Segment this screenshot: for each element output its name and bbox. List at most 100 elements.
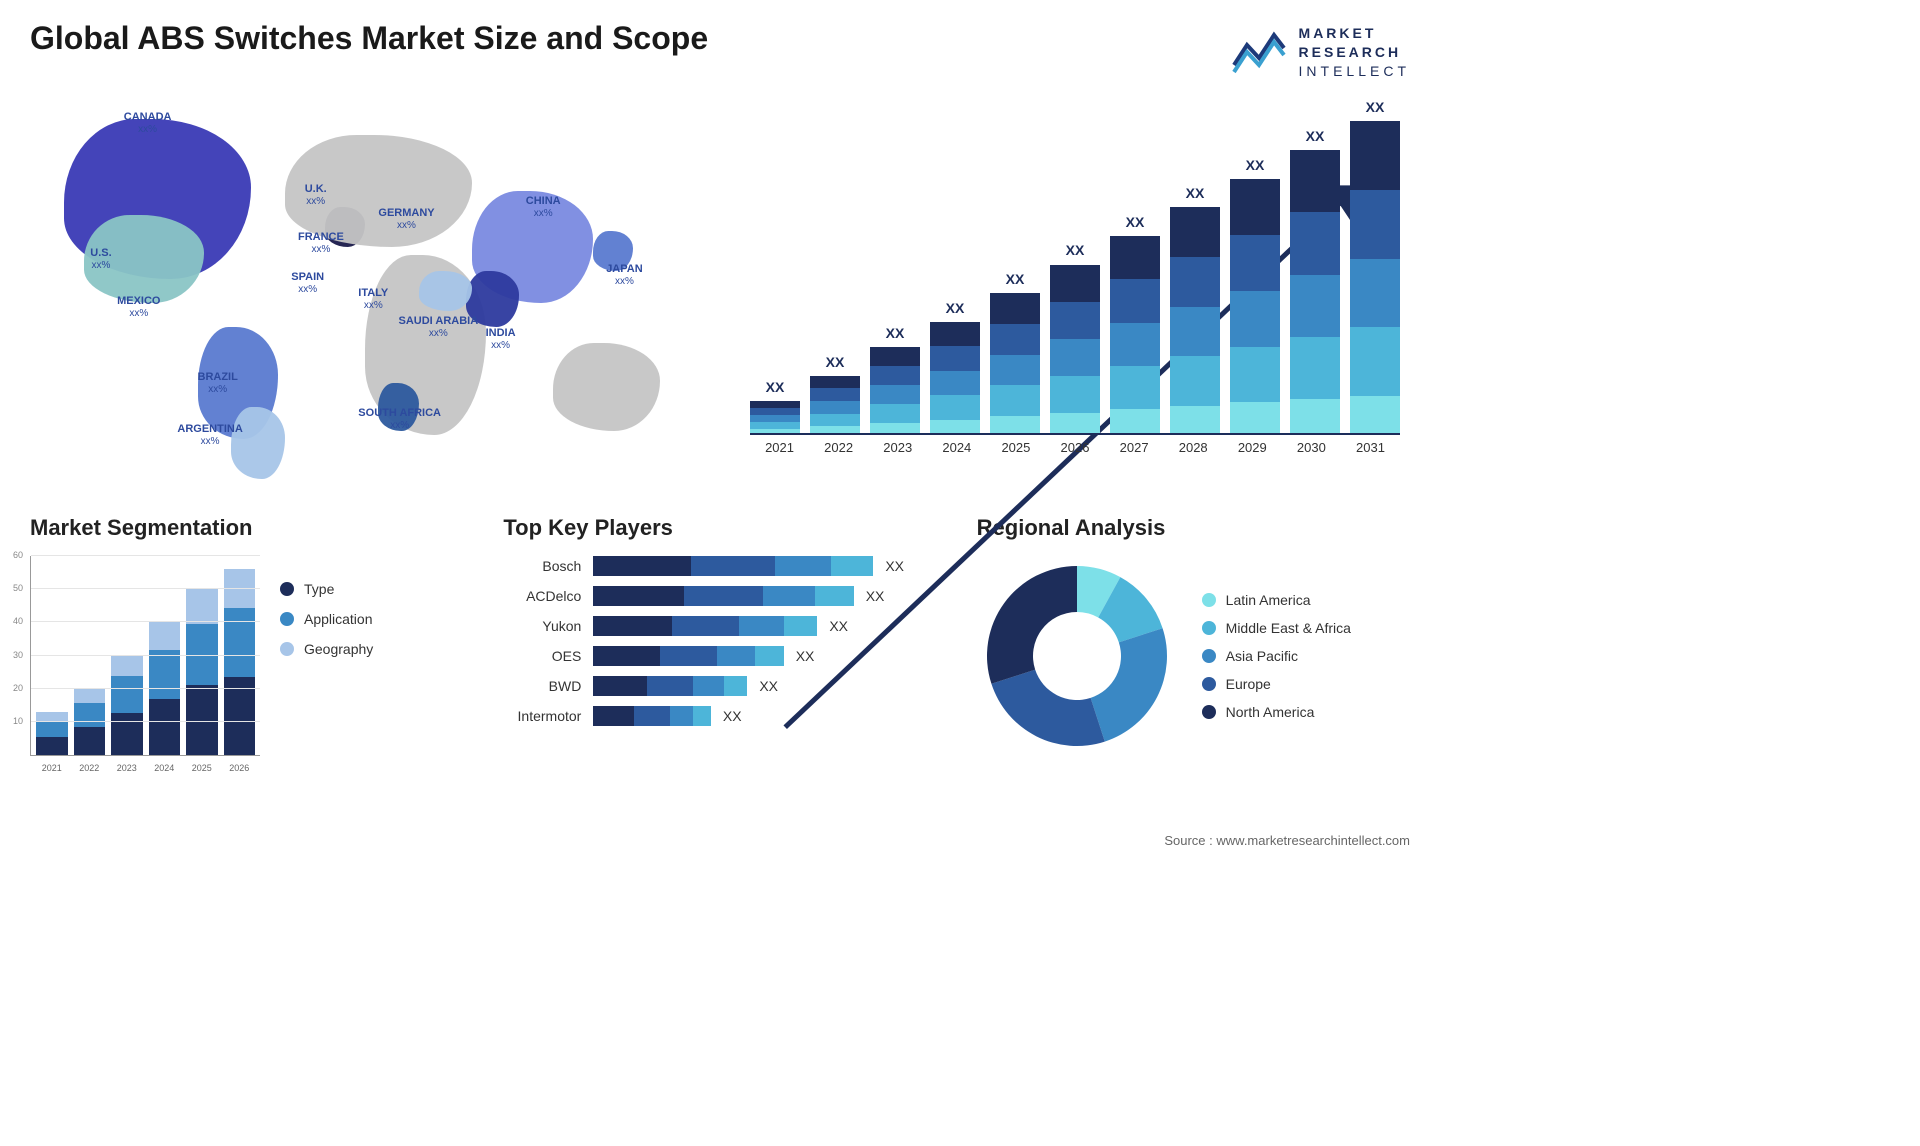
key-player-segment (831, 556, 873, 576)
segmentation-bar (186, 589, 218, 755)
main-chart-year-label: 2023 (868, 440, 927, 465)
main-chart-bar: XX (1110, 236, 1160, 433)
main-chart-bar: XX (1290, 150, 1340, 433)
main-chart-segment (1110, 366, 1160, 409)
main-chart-segment (990, 324, 1040, 355)
segmentation-segment (149, 699, 181, 755)
segmentation-segment (224, 608, 256, 677)
main-chart-segment (1110, 279, 1160, 322)
legend-swatch (280, 642, 294, 656)
main-chart-segment (1290, 150, 1340, 212)
main-chart-year-label: 2024 (927, 440, 986, 465)
legend-swatch (1202, 649, 1216, 663)
main-chart-bar: XX (1050, 264, 1100, 433)
segmentation-year-label: 2024 (149, 763, 181, 773)
main-chart-segment (1170, 307, 1220, 357)
main-chart-segment (930, 346, 980, 370)
map-country-label: GERMANYxx% (378, 207, 434, 231)
map-region-blob (419, 271, 473, 311)
main-chart-segment (1050, 376, 1100, 413)
segmentation-legend-item: Geography (280, 641, 373, 657)
main-chart-bar-label: XX (766, 379, 785, 395)
key-player-name: OES (503, 648, 593, 664)
main-chart-bar: XX (870, 347, 920, 433)
key-player-value: XX (885, 558, 904, 574)
main-chart-segment (1350, 327, 1400, 396)
segmentation-segment (74, 703, 106, 728)
logo-line3: INTELLECT (1299, 62, 1410, 81)
legend-label: Europe (1226, 676, 1271, 692)
legend-label: Asia Pacific (1226, 648, 1298, 664)
main-chart-segment (810, 426, 860, 433)
region-legend-item: Europe (1202, 676, 1351, 692)
main-chart-segment (930, 371, 980, 395)
main-chart-segment (870, 366, 920, 385)
main-chart-segment (1350, 259, 1400, 328)
main-chart-segment (1050, 339, 1100, 376)
key-players-panel: Top Key Players BoschXXACDelcoXXYukonXXO… (503, 515, 936, 756)
key-players-chart: BoschXXACDelcoXXYukonXXOESXXBWDXXIntermo… (503, 556, 936, 726)
main-chart-bar-label: XX (1306, 128, 1325, 144)
key-player-value: XX (796, 648, 815, 664)
key-player-name: Intermotor (503, 708, 593, 724)
logo-line1: MARKET (1299, 24, 1410, 43)
segmentation-bar (149, 622, 181, 755)
map-region-blob (553, 343, 660, 431)
segmentation-year-label: 2026 (224, 763, 256, 773)
legend-swatch (1202, 621, 1216, 635)
main-chart-segment (750, 415, 800, 422)
segmentation-bar (36, 712, 68, 755)
key-player-name: Bosch (503, 558, 593, 574)
segmentation-bar (224, 569, 256, 755)
map-country-label: INDIAxx% (486, 327, 516, 351)
segmentation-gridline: 50 (31, 588, 260, 589)
main-chart-bar: XX (750, 401, 800, 433)
main-chart-bar: XX (1170, 207, 1220, 433)
segmentation-segment (149, 650, 181, 699)
key-player-bar (593, 706, 711, 726)
key-player-bar (593, 586, 853, 606)
main-chart-segment (750, 429, 800, 433)
main-chart-year-label: 2031 (1341, 440, 1400, 465)
key-player-name: ACDelco (503, 588, 593, 604)
regional-panel: Regional Analysis Latin AmericaMiddle Ea… (977, 515, 1410, 756)
segmentation-segment (186, 589, 218, 624)
key-player-row: IntermotorXX (503, 706, 936, 726)
key-player-name: BWD (503, 678, 593, 694)
key-player-segment (672, 616, 739, 636)
key-player-segment (691, 556, 775, 576)
segmentation-gridline: 30 (31, 655, 260, 656)
main-chart-bar-label: XX (826, 354, 845, 370)
key-player-segment (739, 616, 784, 636)
main-chart-segment (870, 404, 920, 423)
region-legend-item: Middle East & Africa (1202, 620, 1351, 636)
main-chart-segment (1230, 235, 1280, 291)
map-country-label: ITALYxx% (358, 287, 388, 311)
main-chart-segment (1170, 356, 1220, 406)
main-chart-segment (870, 347, 920, 366)
main-chart-bar: XX (930, 322, 980, 433)
map-country-label: JAPANxx% (606, 263, 642, 287)
map-country-label: MEXICOxx% (117, 295, 160, 319)
key-player-segment (634, 706, 669, 726)
region-legend-item: North America (1202, 704, 1351, 720)
key-player-segment (693, 676, 724, 696)
main-chart-segment (870, 423, 920, 433)
main-chart-bar-label: XX (1186, 185, 1205, 201)
segmentation-segment (74, 727, 106, 755)
legend-label: Middle East & Africa (1226, 620, 1351, 636)
key-player-segment (593, 616, 671, 636)
map-country-label: CHINAxx% (526, 195, 561, 219)
main-chart-segment (810, 401, 860, 414)
segmentation-gridline: 20 (31, 688, 260, 689)
key-player-row: YukonXX (503, 616, 936, 636)
main-chart-segment (930, 395, 980, 419)
logo-icon (1229, 20, 1289, 85)
main-chart-segment (1290, 275, 1340, 337)
segmentation-segment (224, 677, 256, 755)
main-chart-segment (810, 414, 860, 427)
segmentation-segment (36, 721, 68, 737)
main-chart-segment (1350, 121, 1400, 190)
main-chart-bar-label: XX (1066, 242, 1085, 258)
main-chart-bar-label: XX (1126, 214, 1145, 230)
